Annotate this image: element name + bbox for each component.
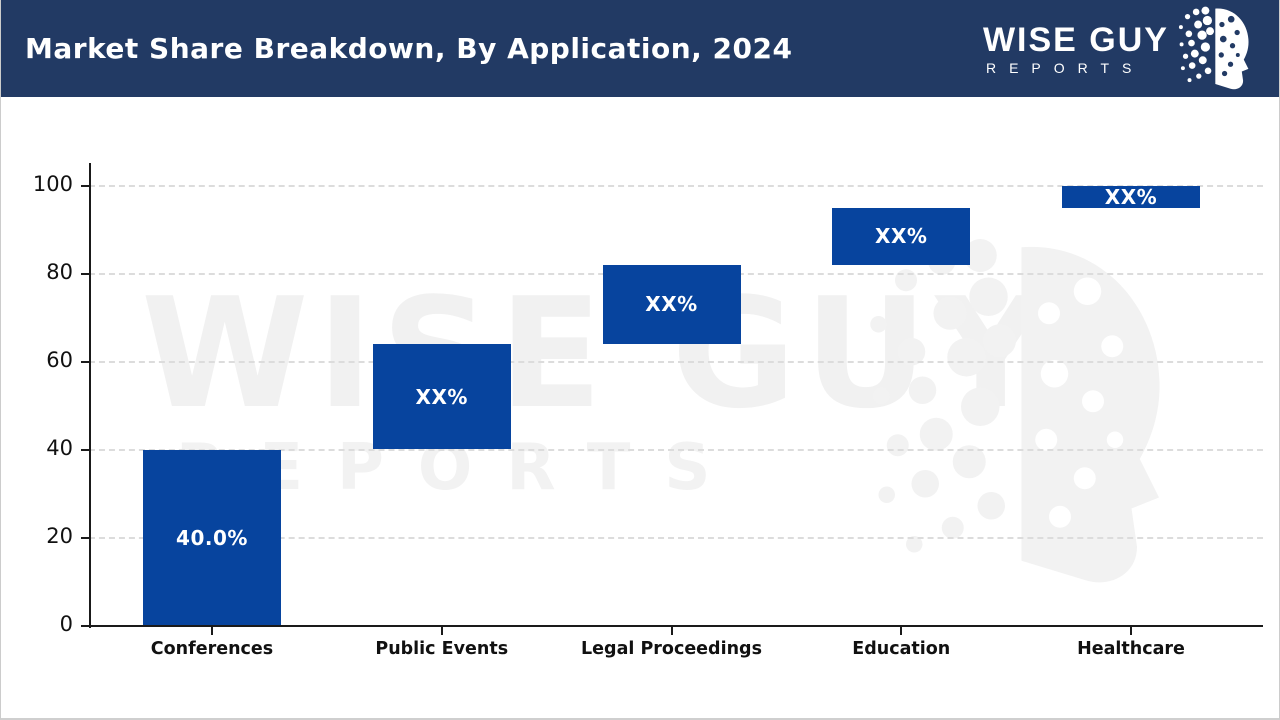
logo-wordmark: WISE GUY: [982, 20, 1169, 59]
bar-value-label-public-events: XX%: [415, 384, 468, 409]
bar-public-events: XX%: [372, 343, 511, 450]
bar-value-label-education: XX%: [875, 224, 928, 249]
y-tick-label-20: 20: [46, 523, 73, 548]
y-tick-mark-60: [81, 360, 89, 363]
y-tick-mark-40: [81, 448, 89, 451]
y-tick-mark-100: [81, 184, 89, 187]
y-gridline-100: [89, 184, 1263, 187]
wiseguy-head-icon: [1178, 6, 1249, 89]
bar-healthcare: XX%: [1062, 184, 1200, 209]
y-axis-line: [89, 163, 91, 628]
x-tick-mark-public-events: [440, 626, 443, 635]
category-label-legal-proceedings: Legal Proceedings: [581, 639, 762, 659]
y-tick-mark-0: [81, 624, 89, 627]
x-axis-line: [89, 624, 1263, 627]
y-tick-label-0: 0: [59, 611, 73, 636]
bar-conferences: 40.0%: [143, 449, 281, 626]
logo-subtext: REPORTS: [985, 59, 1145, 76]
bar-value-label-conferences: 40.0%: [176, 525, 248, 550]
bar-legal-proceedings: XX%: [602, 264, 741, 344]
y-gridline-40: [89, 448, 1263, 451]
x-tick-mark-education: [900, 626, 903, 635]
y-tick-mark-80: [81, 272, 89, 275]
y-gridline-20: [89, 536, 1263, 539]
category-label-healthcare: Healthcare: [1077, 639, 1185, 659]
y-tick-label-100: 100: [32, 171, 73, 196]
bar-value-label-legal-proceedings: XX%: [645, 292, 698, 317]
y-tick-label-60: 60: [46, 347, 73, 372]
y-gridline-60: [89, 360, 1263, 363]
watermark-wordmark: WISE GUY: [141, 265, 1054, 442]
x-tick-mark-legal-proceedings: [670, 626, 673, 635]
header-bar: Market Share Breakdown, By Application, …: [1, 0, 1279, 97]
watermark-head-icon: [870, 239, 1160, 583]
x-tick-mark-conferences: [211, 626, 213, 635]
y-tick-label-80: 80: [46, 259, 73, 284]
category-label-public-events: Public Events: [375, 639, 509, 659]
category-label-conferences: Conferences: [150, 639, 274, 659]
bar-education: XX%: [832, 207, 971, 265]
x-tick-mark-healthcare: [1130, 626, 1132, 635]
y-tick-label-40: 40: [46, 435, 73, 460]
bar-value-label-healthcare: XX%: [1104, 184, 1158, 209]
logo-text: WISE GUY REPORTS: [983, 23, 1169, 75]
y-tick-mark-20: [81, 536, 89, 539]
category-label-education: Education: [852, 639, 951, 659]
wiseguy-logo: WISE GUY REPORTS: [983, 6, 1255, 92]
chart-title: Market Share Breakdown, By Application, …: [25, 32, 793, 65]
